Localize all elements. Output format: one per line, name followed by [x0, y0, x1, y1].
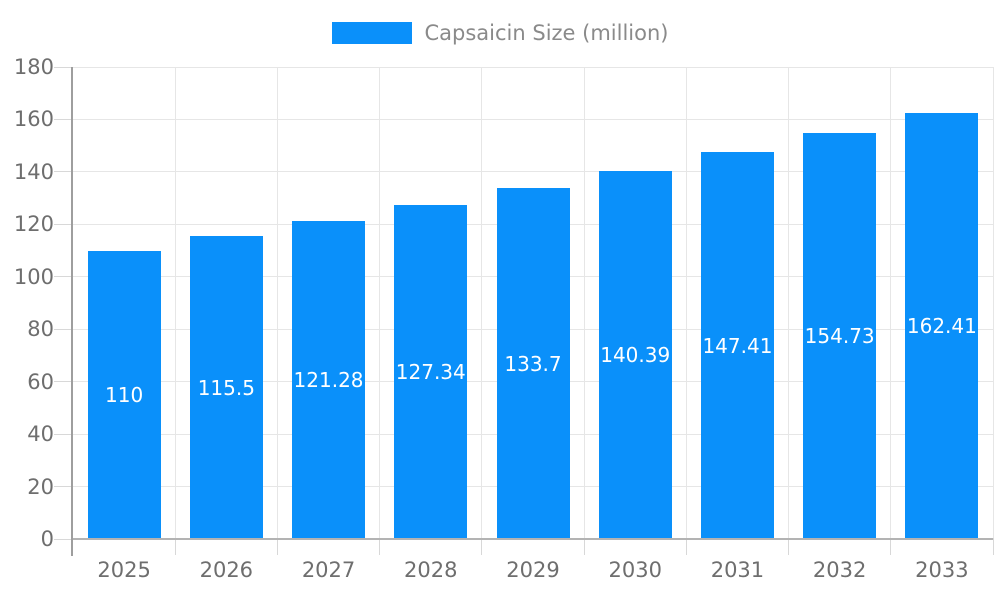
- y-axis-tick-label: 180: [13, 55, 54, 79]
- y-axis-tick-label: 100: [13, 264, 54, 289]
- y-axis-tick-label: 80: [27, 317, 54, 342]
- y-axis-tick-label: 20: [27, 474, 54, 499]
- gridline-horizontal: [73, 171, 993, 173]
- x-axis-tick: [583, 538, 585, 555]
- y-axis-tick: [54, 328, 71, 330]
- gridline-vertical: [276, 67, 278, 539]
- y-axis-tick: [54, 433, 71, 435]
- x-axis-tick: [890, 538, 892, 555]
- gridline-vertical: [174, 67, 176, 539]
- gridline-horizontal: [73, 66, 993, 68]
- legend-item-capsaicin-size[interactable]: Capsaicin Size (million): [331, 20, 669, 46]
- x-axis-tick-label: 2028: [404, 558, 458, 582]
- y-axis-tick-label: 0: [40, 527, 54, 551]
- y-axis-tick: [54, 118, 71, 120]
- x-axis-line: [73, 538, 993, 540]
- bar-value-label: 121.28: [293, 367, 364, 392]
- bar-2032[interactable]: 154.73: [803, 133, 877, 539]
- x-axis-tick: [685, 538, 687, 555]
- bar-value-label: 162.41: [906, 314, 977, 339]
- y-axis-tick: [54, 171, 71, 173]
- y-axis-tick: [54, 276, 71, 278]
- x-axis-tick: [788, 538, 790, 555]
- x-axis-tick-label: 2030: [608, 558, 662, 582]
- y-axis-tick-label: 60: [27, 369, 54, 394]
- x-axis-tick-label: 2029: [506, 558, 560, 582]
- gridline-vertical: [481, 67, 483, 539]
- bar-value-label: 110: [105, 382, 144, 407]
- gridline-vertical: [890, 67, 892, 539]
- x-axis-tick-label: 2027: [301, 558, 356, 582]
- chart-legend: Capsaicin Size (million): [0, 20, 1000, 46]
- y-axis-tick: [54, 538, 71, 540]
- y-axis-tick-label: 140: [13, 159, 54, 184]
- gridline-vertical: [685, 67, 687, 539]
- legend-swatch: [331, 22, 412, 44]
- gridline-horizontal: [73, 118, 993, 120]
- gridline-vertical: [788, 67, 790, 539]
- bar-2031[interactable]: 147.41: [700, 152, 774, 539]
- bar-2029[interactable]: 133.7: [496, 188, 570, 539]
- bar-2033[interactable]: 162.41: [905, 113, 979, 539]
- y-axis-tick-label: 160: [13, 107, 54, 132]
- bar-2025[interactable]: 110: [87, 250, 161, 539]
- x-axis-tick-label: 2032: [812, 558, 867, 582]
- y-axis-tick-label: 40: [27, 422, 54, 447]
- plot-area: 0 20 40 60 80 100 120 140 160 180 110 2025 115.5 2026…: [14, 55, 994, 582]
- x-axis-tick: [481, 538, 483, 555]
- bar-value-label: 154.73: [804, 324, 875, 349]
- gridline-vertical: [379, 67, 381, 539]
- x-axis-tick: [379, 538, 381, 555]
- gridline-vertical: [992, 67, 994, 539]
- bar-value-label: 140.39: [600, 342, 671, 367]
- bar-2030[interactable]: 140.39: [598, 170, 672, 539]
- gridline-vertical: [583, 67, 585, 539]
- bar-2028[interactable]: 127.34: [394, 205, 468, 539]
- x-axis-tick-label: 2025: [97, 558, 151, 582]
- x-axis-tick-label: 2031: [710, 558, 765, 582]
- y-axis-line: [71, 67, 73, 556]
- bar-value-label: 147.41: [702, 333, 773, 358]
- bar-value-label: 115.5: [197, 375, 255, 400]
- bar-value-label: 127.34: [395, 360, 466, 385]
- legend-label: Capsaicin Size (million): [424, 21, 669, 45]
- y-axis-tick: [54, 381, 71, 383]
- bar-2027[interactable]: 121.28: [292, 220, 366, 539]
- x-axis-tick-label: 2033: [915, 558, 969, 582]
- bar-2026[interactable]: 115.5: [189, 236, 263, 539]
- y-axis-tick: [54, 66, 71, 68]
- x-axis-tick: [276, 538, 278, 555]
- bar-value-label: 133.7: [504, 351, 562, 376]
- x-axis-tick: [174, 538, 176, 555]
- x-axis-tick-label: 2026: [199, 558, 254, 582]
- y-axis-tick: [54, 486, 71, 488]
- y-axis-tick: [54, 223, 71, 225]
- y-axis-tick-label: 120: [13, 212, 54, 237]
- x-axis-tick: [992, 538, 994, 555]
